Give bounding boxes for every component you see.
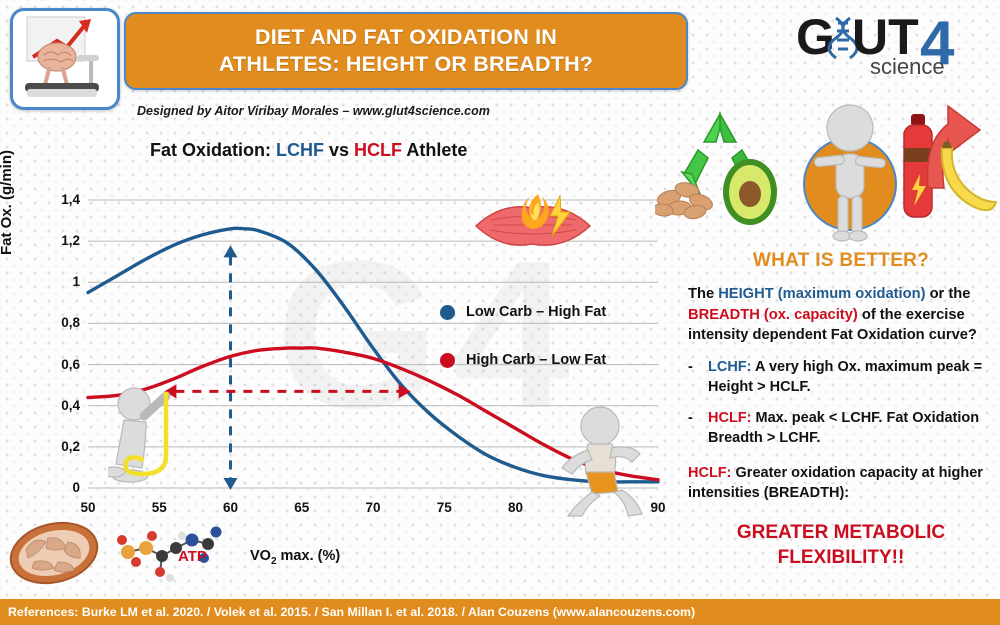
bullet-body: HCLF: Max. peak < LCHF. Fat Oxidation Br… [708,408,994,448]
almonds-icon [655,182,713,220]
references-bar: References: Burke LM et al. 2020. / Vole… [0,599,1000,625]
mitochondrion-icon [9,521,99,585]
title-line-2: ATHLETES: HEIGHT OR BREADTH? [218,52,594,76]
y-tick-label: 1,2 [61,233,80,249]
y-tick-label: 1 [72,274,80,290]
conclusion-line-2: FLEXIBILITY!! [777,546,905,568]
chart-title-part3: Athlete [402,140,468,160]
y-tick-label: 0,4 [61,397,80,413]
x-tick-label: 55 [151,500,167,515]
svg-text:4: 4 [920,9,955,78]
x-tick-label: 75 [436,500,452,515]
bullet-tag-lchf: LCHF: [708,358,752,375]
hclf-note: HCLF: Greater oxidation capacity at high… [688,463,994,504]
x-tick-label: 70 [365,500,381,515]
energy-drink-bottle-icon [903,114,933,218]
bullet-lchf: - LCHF: A very high Ox. maximum peak = H… [688,357,994,397]
chart-title-part1: Fat Oxidation: [150,140,276,160]
glut4-science-logo: G UT 4 science [792,4,992,84]
x-tick-label: 50 [80,500,96,515]
svg-text:science: science [870,54,945,79]
legend-item-hclf: High Carb – Low Fat [440,336,655,384]
3d-figure-measuring-tape-icon [108,387,171,483]
bullet-dash: - [688,409,693,426]
3d-figure-running-icon [561,406,643,517]
hclf-note-tag: HCLF: [688,464,732,481]
y-tick-label: 0,6 [61,356,80,372]
atp-label: ATP [178,548,207,565]
legend-dot-hclf [440,352,455,368]
conclusion: GREATER METABOLIC FLEXIBILITY!! [688,520,994,570]
bullet-dash: - [688,358,693,375]
right-paragraph: The HEIGHT (maximum oxidation) or the BR… [688,284,994,346]
bullet-text-hclf: Max. peak < LCHF. Fat Oxidation Breadth … [708,409,980,446]
bullet-text-lchf: A very high Ox. maximum peak = Height > … [708,358,983,395]
x-tick-label: 65 [294,500,310,515]
3d-figure-flexing-icon [803,104,897,242]
chart-legend: Low Carb – High Fat High Carb – Low Fat [440,288,655,384]
burning-muscle-icon [474,194,592,246]
chart-title-hclf: HCLF [354,140,403,160]
chart-title: Fat Oxidation: LCHF vs HCLF Athlete [150,140,467,161]
designer-credit: Designed by Aitor Viribay Morales – www.… [137,104,490,118]
chart-title-lchf: LCHF [276,140,324,160]
atp-molecule-icon [117,526,222,582]
references-text: References: Burke LM et al. 2020. / Vole… [8,605,696,619]
bullet-hclf: - HCLF: Max. peak < LCHF. Fat Oxidation … [688,408,994,448]
legend-dot-lchf [440,304,455,320]
x-axis-label: VO2 max. (%) [250,548,341,567]
svg-text:G: G [796,9,835,65]
legend-label-hclf: High Carb – Low Fat [466,352,607,368]
right-heading: WHAT IS BETTER? [752,250,930,271]
y-tick-label: 0 [72,480,80,495]
legend-item-lchf: Low Carb – High Fat [440,288,655,336]
poster-title-bar: DIET AND FAT OXIDATION IN ATHLETES: HEIG… [124,12,688,90]
conclusion-line-1: GREATER METABOLIC [736,521,946,543]
y-tick-label: 1,4 [61,192,80,207]
x-tick-label: 90 [650,500,666,515]
para-s1: The [688,286,719,302]
x-tick-label: 80 [507,500,524,515]
y-axis-label: Fat Ox. (g/min) [0,150,15,255]
hclf-note-text: Greater oxidation capacity at higher int… [688,464,983,502]
banana-icon [940,142,998,212]
brain-on-treadmill-icon [10,8,120,110]
bullet-tag-hclf: HCLF: [708,409,752,426]
para-height: HEIGHT (maximum oxidation) [718,286,926,302]
para-breadth: BREADTH (ox. capacity) [688,306,858,323]
legend-label-lchf: Low Carb – High Fat [466,304,607,320]
para-s2: or the [925,286,971,302]
y-tick-label: 0,2 [61,438,80,454]
avocado-icon [723,159,777,225]
para-s3: of the exercise intensity dependent Fat … [688,306,977,344]
bullet-body: LCHF: A very high Ox. maximum peak = Hei… [708,357,994,397]
chart-title-part2: vs [324,140,355,160]
svg-text:UT: UT [852,9,919,65]
x-tick-label: 60 [222,500,239,515]
title-line-1: DIET AND FAT OXIDATION IN [254,25,557,49]
y-tick-label: 0,8 [61,315,80,331]
